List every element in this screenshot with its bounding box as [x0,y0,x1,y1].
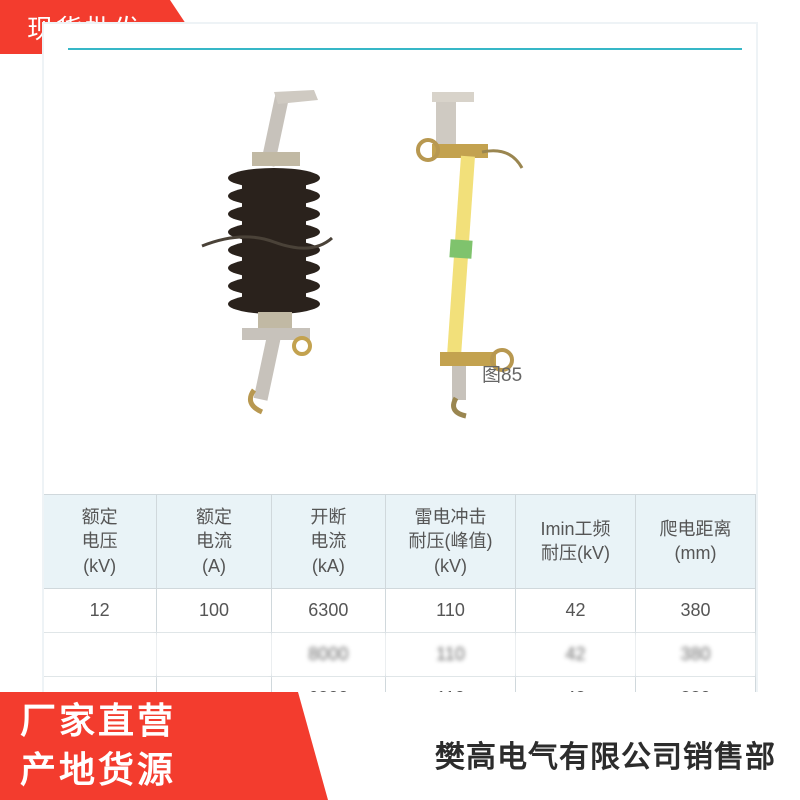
cell: 12 [43,588,157,632]
cell [157,632,271,676]
content-box: 图85 额定电压(kV) 额定电流(A) 开断电流(kA) 雷电冲击耐压(峰值)… [42,22,758,736]
cell: 380 [636,632,756,676]
table-header-row: 额定电压(kV) 额定电流(A) 开断电流(kA) 雷电冲击耐压(峰值)(kV)… [42,495,756,589]
cell: 6300 [271,588,385,632]
table-row: 12 100 6300 110 42 380 [42,588,756,632]
th-current: 额定电流(A) [157,495,271,589]
th-blank [42,495,43,589]
figure-caption: 图85 [482,360,522,387]
spec-table: 额定电压(kV) 额定电流(A) 开断电流(kA) 雷电冲击耐压(峰值)(kV)… [42,494,756,721]
th-impulse: 雷电冲击耐压(峰值)(kV) [386,495,516,589]
bottom-slogan: 厂家直营 产地货源 [0,692,298,800]
cell [42,588,43,632]
cell: 380 [636,588,756,632]
figure-area: 图85 [52,34,748,464]
th-pf: Imin工频耐压(kV) [516,495,636,589]
device-insulator [182,90,352,420]
divider-line [68,48,742,50]
cell: 42 [516,588,636,632]
slogan-line-2: 产地货源 [20,746,298,795]
cell: 8000 [271,632,385,676]
cell: 110 [386,588,516,632]
company-name: 樊高电气有限公司销售部 [435,732,776,776]
cell: 110 [386,632,516,676]
th-creepage: 爬电距离(mm) [636,495,756,589]
cell: 42 [516,632,636,676]
cell [42,632,43,676]
spec-table-wrap: 额定电压(kV) 额定电流(A) 开断电流(kA) 雷电冲击耐压(峰值)(kV)… [42,494,756,721]
cell [43,632,157,676]
cell: 100 [157,588,271,632]
bottom-bar: 厂家直营 产地货源 樊高电气有限公司销售部 [0,692,800,800]
th-break: 开断电流(kA) [271,495,385,589]
table-row: 8000 110 42 380 [42,632,756,676]
slogan-line-1: 厂家直营 [20,697,298,746]
th-voltage: 额定电压(kV) [43,495,157,589]
